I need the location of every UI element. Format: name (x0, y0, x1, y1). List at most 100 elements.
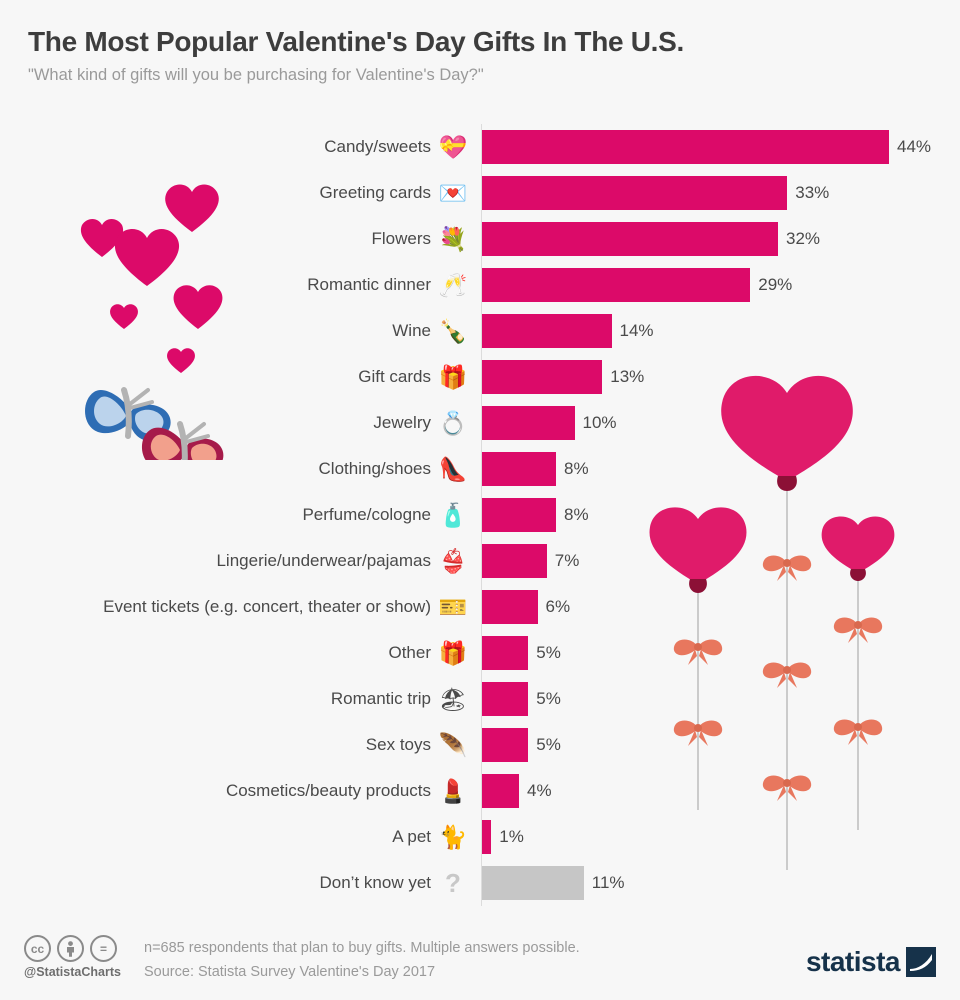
chart-bar (482, 452, 556, 486)
chart-bar-value: 5% (536, 689, 561, 708)
chart-bar-value: 32% (786, 229, 821, 248)
chart-bar (482, 728, 529, 762)
cc-icon: cc (24, 935, 51, 962)
chart-row: Romantic dinner 🥂 29% (0, 262, 960, 308)
chart-row-label: Gift cards (358, 367, 431, 386)
chart-bar (482, 314, 612, 348)
creative-commons-block: cc = @StatistaCharts (24, 935, 139, 979)
chart-bar (482, 866, 584, 900)
palm-island-icon: 🏖 (438, 685, 468, 712)
statista-logo-text: statista (805, 946, 901, 977)
cc-icon-row: cc = (24, 935, 139, 962)
chart-row-label: Event tickets (e.g. concert, theater or … (103, 597, 431, 616)
chart-bar-value: 8% (564, 505, 589, 524)
person-glyph (67, 940, 74, 957)
chart-bar-value: 8% (564, 459, 589, 478)
bra-icon: 👙 (438, 547, 468, 574)
candy-heart-icon: 💝 (438, 133, 468, 160)
chart-row: A pet 🐈 1% (0, 814, 960, 860)
chart-bar (482, 590, 538, 624)
statista-logo-mark (906, 947, 936, 977)
chart-bar (482, 176, 788, 210)
ring-icon: 💍 (438, 409, 468, 436)
chart-bar (482, 130, 889, 164)
question-mark-icon: ? (445, 868, 461, 898)
chart-bar (482, 820, 492, 854)
chart-bar (482, 682, 529, 716)
chart-row: Other 🎁 5% (0, 630, 960, 676)
lipstick-icon: 💄 (438, 777, 468, 804)
chart-bar (482, 774, 519, 808)
clinking-glasses-icon: 🥂 (438, 271, 468, 298)
statista-logo[interactable]: statista (806, 947, 936, 977)
chart-row-label: Perfume/cologne (302, 505, 431, 524)
chart-row: Gift cards 🎁 13% (0, 354, 960, 400)
chart-row-label: Cosmetics/beauty products (225, 781, 431, 800)
chart-row: Greeting cards 💌 33% (0, 170, 960, 216)
chart-row-label: Romantic trip (330, 689, 431, 708)
bouquet-icon: 💐 (438, 225, 468, 252)
chart-row-label: Jewelry (373, 413, 431, 432)
chart-row: Sex toys 🪶 5% (0, 722, 960, 768)
nd-equals-icon: = (90, 935, 117, 962)
chart-bar (482, 544, 547, 578)
love-letter-icon: 💌 (438, 179, 468, 206)
bar-chart: Candy/sweets 💝 44% Greeting cards 💌 33% Flower… (0, 124, 960, 914)
chart-row: Event tickets (e.g. concert, theater or … (0, 584, 960, 630)
chart-bar-value: 44% (897, 137, 932, 156)
chart-row-label: Don’t know yet (319, 873, 432, 892)
statista-handle: @StatistaCharts (24, 965, 121, 979)
chart-row-label: Greeting cards (319, 183, 432, 202)
chart-row: Lingerie/underwear/pajamas 👙 7% (0, 538, 960, 584)
chart-row: Romantic trip 🏖 5% (0, 676, 960, 722)
chart-row: Flowers 💐 32% (0, 216, 960, 262)
cat-icon: 🐈 (438, 823, 468, 850)
gift-box-icon: 🎁 (438, 639, 468, 666)
chart-bar (482, 360, 603, 394)
page-subtitle: "What kind of gifts will you be purchasi… (28, 66, 484, 84)
chart-bar-value: 14% (619, 321, 654, 340)
feather-icon: 🪶 (438, 731, 468, 758)
chart-bar-value: 33% (795, 183, 830, 202)
chart-bar-value: 7% (554, 551, 580, 570)
chart-bar-value: 29% (758, 275, 793, 294)
ticket-icon: 🎫 (438, 593, 468, 620)
chart-row-label: A pet (392, 827, 431, 846)
chart-bar-value: 6% (545, 597, 571, 616)
chart-bar (482, 222, 778, 256)
footnote: n=685 respondents that plan to buy gifts… (144, 940, 580, 956)
chart-bar-value: 4% (527, 781, 552, 800)
chart-row: Don’t know yet? 11% (0, 860, 960, 906)
chart-row: Candy/sweets 💝 44% (0, 124, 960, 170)
chart-bar (482, 636, 529, 670)
chart-bar (482, 498, 556, 532)
gift-card-icon: 🎁 (438, 363, 468, 390)
chart-row-label: Romantic dinner (307, 275, 431, 294)
chart-bar (482, 406, 575, 440)
chart-row-label: Candy/sweets (324, 137, 431, 156)
chart-bar-value: 11% (591, 873, 625, 892)
chart-bar-value: 1% (499, 827, 524, 846)
chart-bar-value: 5% (536, 735, 561, 754)
chart-bar-value: 5% (536, 643, 561, 662)
chart-row-label: Other (388, 643, 431, 662)
page-title: The Most Popular Valentine's Day Gifts I… (28, 26, 685, 57)
chart-row-label: Sex toys (365, 735, 431, 754)
chart-row-label: Clothing/shoes (318, 459, 431, 478)
chart-bar-value: 13% (610, 367, 645, 386)
perfume-bottle-icon: 🧴 (438, 501, 468, 528)
chart-row-label: Flowers (371, 229, 431, 248)
chart-row: Cosmetics/beauty products 💄 4% (0, 768, 960, 814)
footer: cc = @StatistaCharts n=685 respondents t… (0, 925, 960, 1000)
chart-row: Perfume/cologne 🧴 8% (0, 492, 960, 538)
chart-row: Wine 🍾 14% (0, 308, 960, 354)
chart-row: Jewelry 💍 10% (0, 400, 960, 446)
wine-bottle-icon: 🍾 (438, 317, 468, 344)
chart-row: Clothing/shoes 👠 8% (0, 446, 960, 492)
by-person-icon (57, 935, 84, 962)
chart-bar (482, 268, 751, 302)
chart-row-label: Lingerie/underwear/pajamas (216, 551, 431, 570)
header: The Most Popular Valentine's Day Gifts I… (28, 24, 928, 87)
high-heel-icon: 👠 (438, 455, 468, 482)
footer-text: n=685 respondents that plan to buy gifts… (144, 936, 580, 984)
